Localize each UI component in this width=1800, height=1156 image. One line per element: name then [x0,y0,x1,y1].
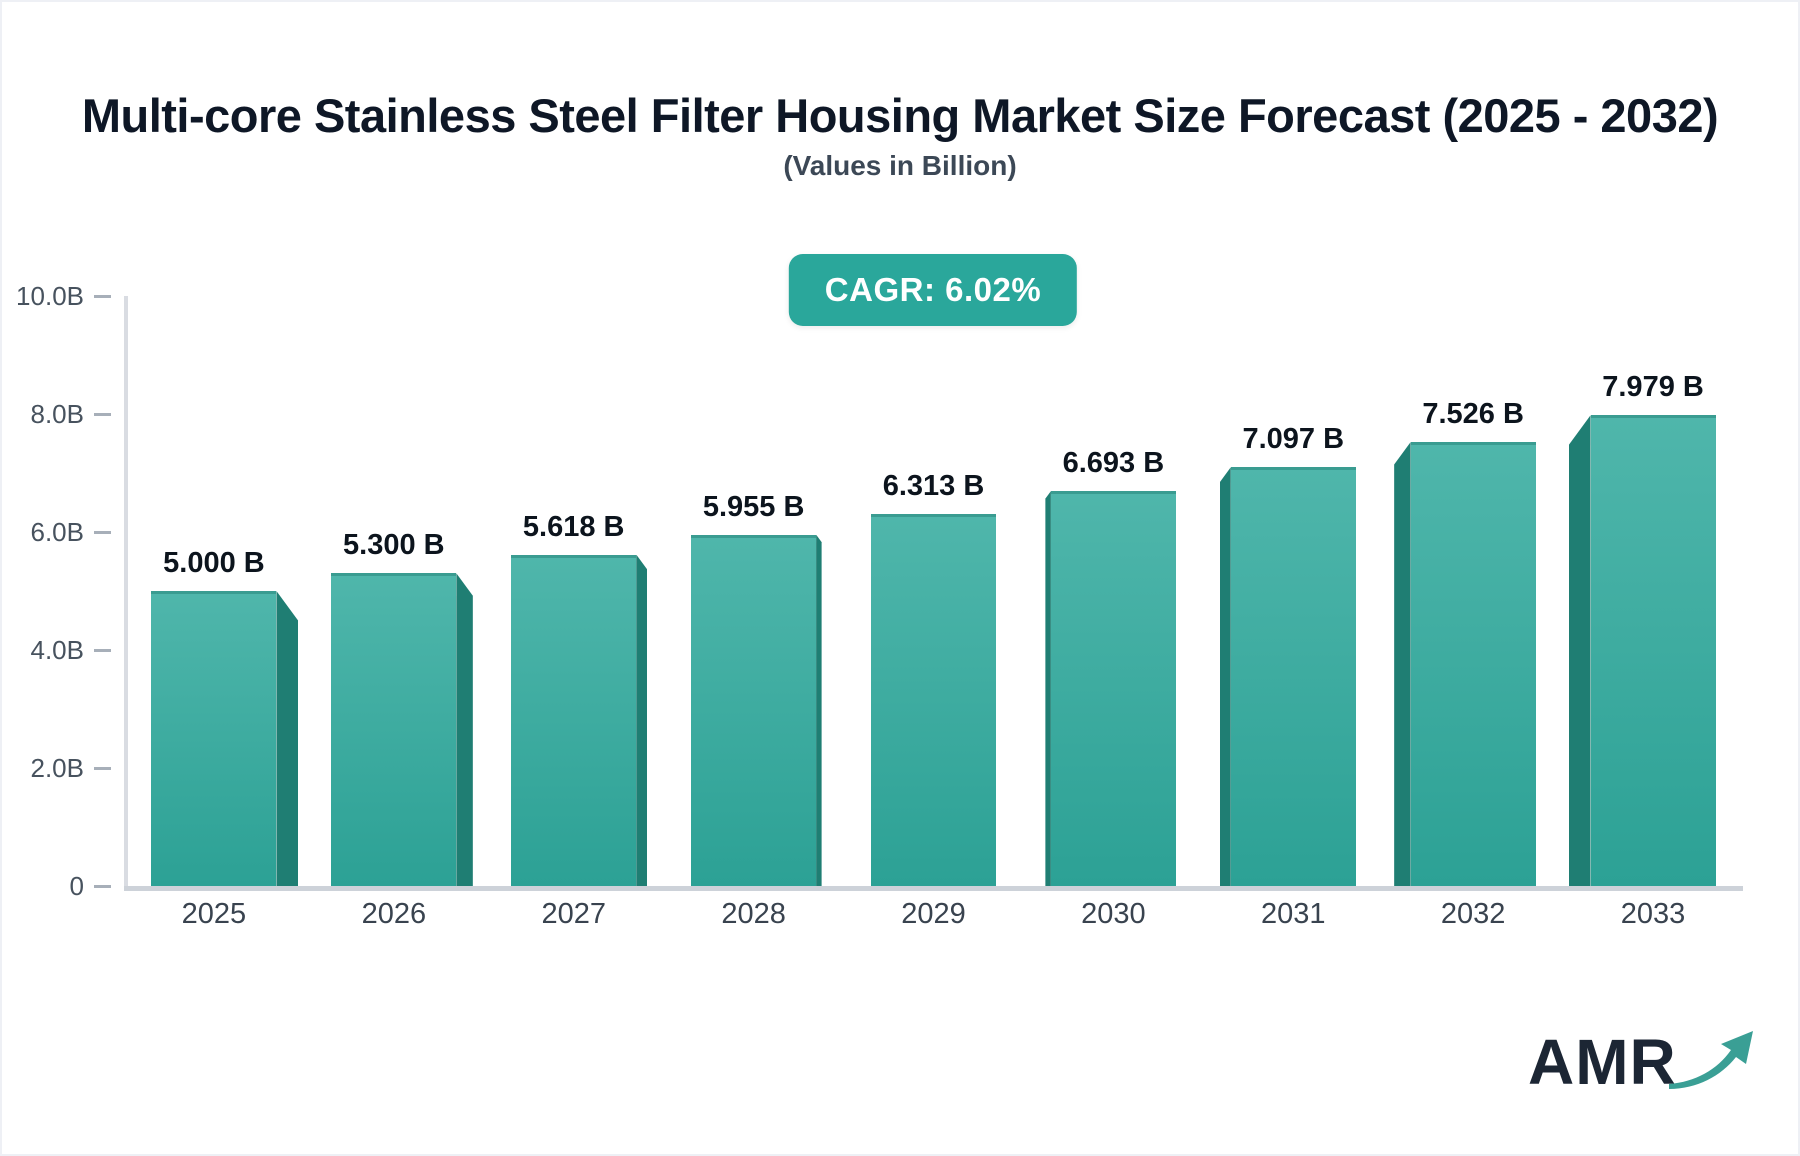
y-tick-dash [94,531,111,534]
bar-value-label: 7.979 B [1602,371,1704,404]
growth-arrow-icon [1668,1031,1753,1089]
y-tick-dash [94,649,111,652]
y-tick-label: 2.0B [30,753,85,783]
amr-logo: AMR [1528,1030,1757,1094]
y-axis-line [124,296,128,891]
x-axis-label-2028: 2028 [721,898,786,930]
bar-value-label: 6.313 B [882,469,985,502]
bar-front-face [1590,415,1716,886]
y-tick-label: 8.0B [30,399,85,429]
y-tick-dash [94,767,111,770]
bar-value-label: 7.097 B [1242,423,1345,456]
bar-side-face [1394,441,1411,886]
bar-front-face [1410,441,1536,886]
bar-front-face [511,554,637,886]
x-axis-label-2030: 2030 [1081,898,1146,930]
bar-front-face [1230,467,1356,886]
x-axis-label-2026: 2026 [361,898,427,930]
y-tick-dash [94,885,111,888]
bar-front-face [871,513,996,886]
bar-side-face [636,554,648,886]
x-axis-baseline [124,886,1743,891]
bar-side-face [816,534,822,886]
bar-side-face [1219,467,1231,886]
y-tick-label: 0 [69,871,84,901]
y-tick-dash [94,295,111,298]
bar-front-face [691,534,817,886]
page-title: Multi-core Stainless Steel Filter Housin… [81,89,1719,142]
bar-value-label: 5.000 B [163,547,265,579]
bar-side-face [1045,491,1051,886]
page-subtitle: (Values in Billion) [783,150,1017,181]
x-axis-label-2029: 2029 [901,898,966,930]
bar-value-label: 6.693 B [1062,447,1165,480]
y-tick-label: 4.0B [30,635,85,665]
bar-side-face [276,591,299,886]
cagr-badge: CAGR: 6.02% [788,254,1078,326]
bar-value-label: 5.955 B [702,490,805,523]
x-axis-label-2031: 2031 [1261,898,1326,930]
y-tick-dash [94,413,111,416]
bar-value-label: 7.526 B [1422,397,1524,430]
x-axis-label-2033: 2033 [1620,898,1686,930]
bar-value-label: 5.300 B [343,529,445,562]
bar-front-face [151,591,277,886]
x-axis-label-2027: 2027 [541,898,606,930]
x-axis-label-2025: 2025 [181,898,247,930]
bar-side-face [1568,415,1591,886]
amr-logo-text: AMR [1528,1026,1677,1098]
bar-front-face [331,573,457,886]
x-axis-label-2032: 2032 [1440,898,1506,930]
y-tick-label: 10.0B [16,281,84,311]
y-tick-label: 6.0B [30,517,85,547]
bar-front-face [1050,491,1176,886]
bar-side-face [456,573,473,886]
bar-value-label: 5.618 B [522,510,625,543]
